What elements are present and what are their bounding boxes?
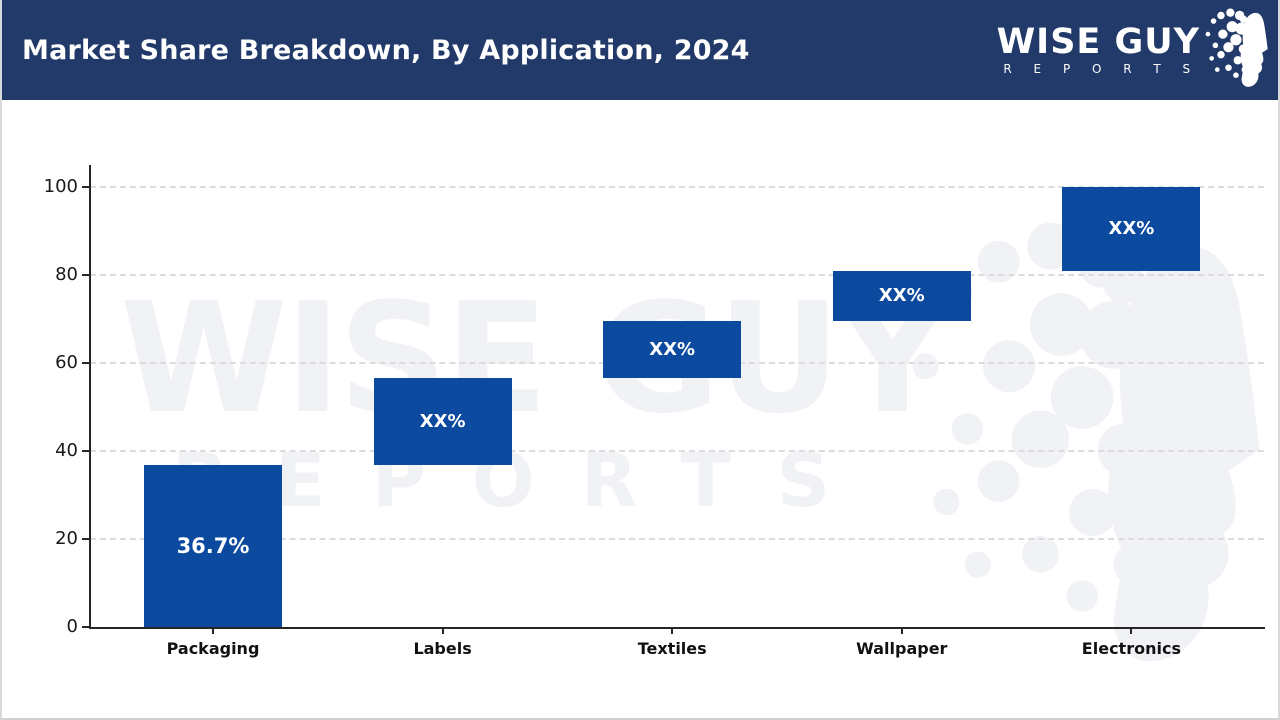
x-tick-label-labels: Labels [413,639,472,658]
x-tick-textiles [671,627,674,634]
x-tick-electronics [1130,627,1133,634]
y-tick-80 [82,273,90,276]
bar-value-label: XX% [1108,218,1155,240]
bar-value-label: XX% [878,285,925,307]
x-tick-label-electronics: Electronics [1081,639,1181,658]
logo-face-icon [1202,8,1268,92]
y-tick-20 [82,537,90,540]
y-tick-100 [82,185,90,188]
y-tick-60 [82,361,90,364]
logo-subtitle: R E P O R T S [1003,62,1200,77]
y-tick-40 [82,449,90,452]
x-tick-label-packaging: Packaging [166,639,260,658]
chart-title: Market Share Breakdown, By Application, … [22,34,750,66]
y-tick-0 [82,626,90,628]
x-tick-label-textiles: Textiles [637,639,707,658]
y-tick-label-20: 20 [55,527,78,549]
x-tick-wallpaper [900,627,903,634]
bar-labels: XX% [373,377,512,466]
x-tick-labels [441,627,444,634]
y-tick-label-60: 60 [55,351,78,373]
bar-wallpaper: XX% [832,270,971,321]
y-tick-label-0: 0 [66,616,78,637]
x-axis-line [89,627,1265,629]
bar-electronics: XX% [1062,186,1201,271]
bar-packaging: 36.7% [144,465,282,627]
gridline-20 [90,537,1264,540]
y-tick-label-40: 40 [55,439,78,461]
plot-area: WISE GUY REPORTS 0 20 40 60 80 100 36.7% Packag… [2,100,1278,718]
logo-wordmark: WISE GUY [996,21,1200,62]
wiseguy-logo: WISE GUY R E P O R T S [997,8,1268,92]
watermark-wordmark: WISE GUY [120,270,948,447]
bar-textiles: XX% [603,320,742,378]
y-axis-line [89,165,91,629]
logo-text: WISE GUY R E P O R T S [996,21,1200,77]
gridline-80 [90,273,1264,276]
bar-value-label: XX% [419,411,466,432]
y-tick-label-80: 80 [55,263,78,285]
gridline-40 [90,449,1264,452]
bar-value-label: XX% [649,338,696,360]
x-tick-label-wallpaper: Wallpaper [856,639,948,658]
gridline-100 [90,185,1264,188]
y-tick-label-100: 100 [43,175,78,197]
x-tick-packaging [212,627,214,634]
bar-value-label: 36.7% [176,534,250,559]
header-bar: Market Share Breakdown, By Application, … [2,0,1278,100]
